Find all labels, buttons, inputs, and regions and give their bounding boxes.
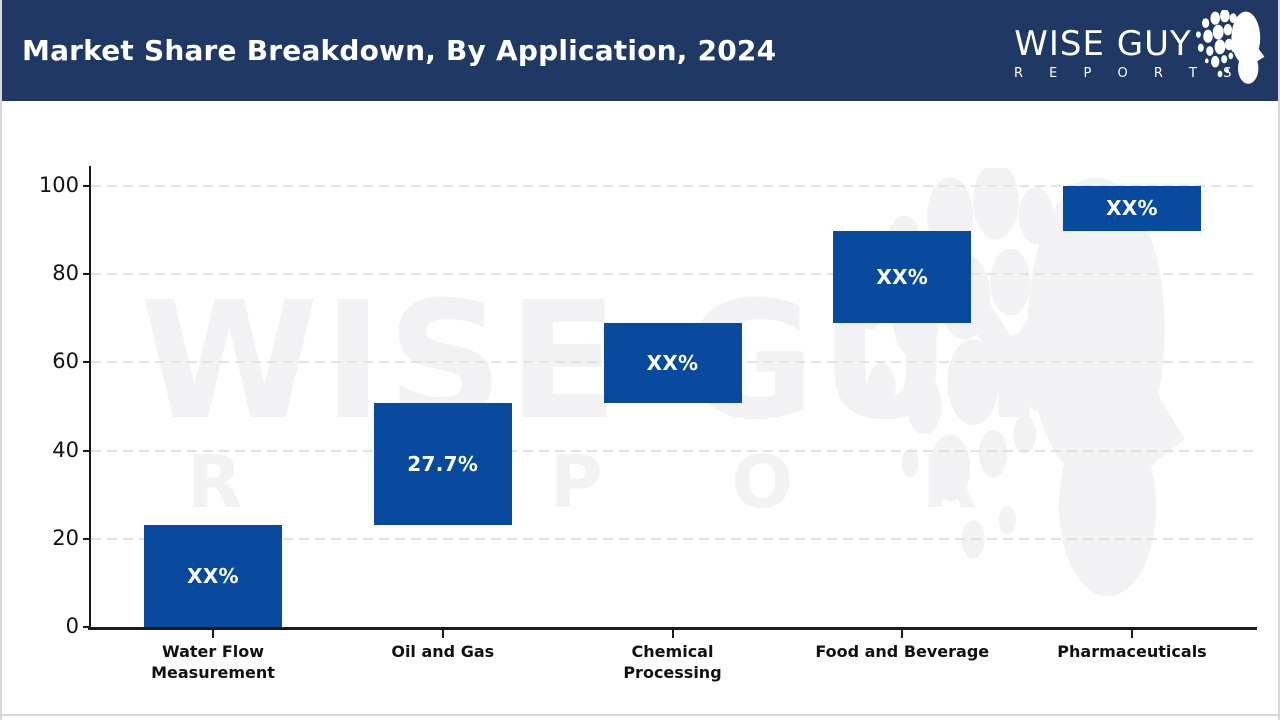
- x-tick-mark: [901, 630, 904, 638]
- category-label-line: Pharmaceuticals: [1057, 642, 1207, 661]
- logo-reports-label: R E P O R T S: [1014, 66, 1243, 81]
- logo-wiseguy-label: WISE GUY: [1014, 24, 1192, 64]
- y-tick-mark: [83, 626, 90, 628]
- bar-value-label: XX%: [1106, 196, 1158, 221]
- category-label: Pharmaceuticals: [1012, 641, 1252, 662]
- y-tick-mark: [83, 537, 90, 540]
- bar-value-label: XX%: [187, 563, 239, 588]
- plot-area: 0 20 40 60 80 100 XX% Water Flow Measurement 27.7…: [2, 101, 1278, 720]
- gridline-y40: [91, 449, 1255, 452]
- bar-oil-and-gas: 27.7%: [373, 402, 512, 525]
- category-label: Oil and Gas: [323, 641, 563, 662]
- bar-value-label: XX%: [646, 350, 699, 375]
- category-label: Chemical Processing: [553, 641, 793, 683]
- x-tick-mark: [212, 630, 214, 638]
- logo-face-icon: [1196, 10, 1265, 84]
- frame-bottom-line: [2, 714, 1278, 716]
- y-tick-mark: [83, 185, 90, 187]
- y-tick-label: 0: [65, 614, 79, 638]
- x-tick-mark: [1131, 630, 1133, 638]
- gridline-y80: [91, 273, 1255, 276]
- y-tick-mark: [83, 273, 90, 276]
- x-tick-mark: [441, 630, 444, 638]
- category-label-line: Processing: [623, 663, 722, 682]
- category-label-line: Chemical: [631, 642, 714, 661]
- category-label-line: Measurement: [151, 663, 275, 682]
- bar-food-and-beverage: XX%: [833, 230, 972, 323]
- y-tick-label: 80: [52, 261, 79, 286]
- y-tick-label: 100: [38, 173, 79, 197]
- gridline-y100: [91, 185, 1255, 187]
- bar-chemical-processing: XX%: [603, 322, 742, 403]
- bar-value-label: XX%: [876, 264, 929, 289]
- wise-guy-reports-logo: WISE GUY R E P O R T S: [1008, 8, 1268, 94]
- y-tick-mark: [83, 361, 90, 364]
- category-label: Food and Beverage: [782, 641, 1022, 662]
- x-axis-line: [88, 627, 1257, 630]
- bar-value-label: 27.7%: [407, 451, 479, 476]
- bar-pharmaceuticals: XX%: [1063, 186, 1201, 231]
- category-label-line: Water Flow: [161, 642, 265, 661]
- y-tick-mark: [83, 449, 90, 452]
- x-tick-mark: [671, 630, 674, 638]
- y-tick-label: 20: [52, 525, 79, 550]
- y-axis-line: [89, 166, 91, 629]
- bar-water-flow-measurement: XX%: [144, 524, 282, 627]
- category-label-line: Oil and Gas: [391, 642, 495, 661]
- category-label-line: Food and Beverage: [815, 642, 990, 661]
- chart-title: Market Share Breakdown, By Application, …: [22, 34, 777, 67]
- header-bar: Market Share Breakdown, By Application, …: [2, 0, 1278, 101]
- y-tick-label: 60: [52, 349, 79, 374]
- logo-text: WISE GUY R E P O R T S: [1008, 24, 1243, 81]
- gridline-y20: [91, 537, 1255, 540]
- category-label: Water Flow Measurement: [93, 641, 333, 683]
- y-tick-label: 40: [52, 437, 79, 462]
